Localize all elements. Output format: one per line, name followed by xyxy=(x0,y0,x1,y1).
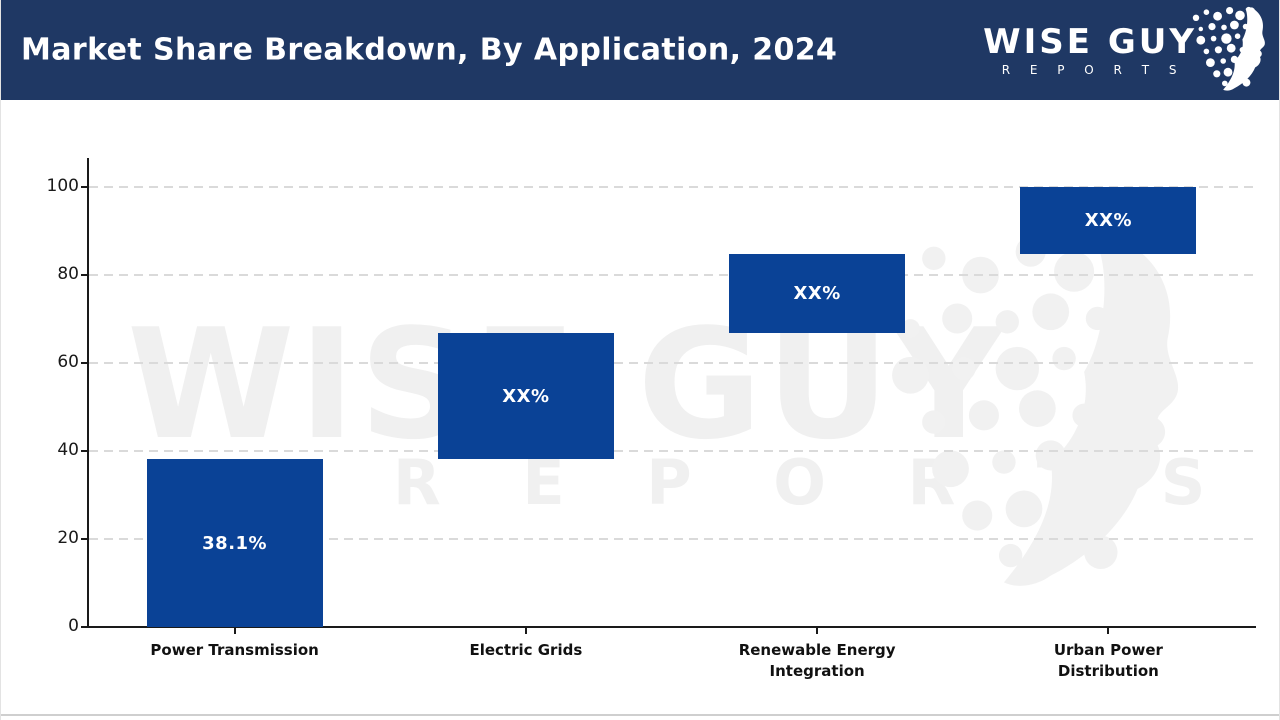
gridline-80 xyxy=(89,274,1254,276)
x-tick-label: Electric Grids xyxy=(469,641,583,659)
brand-name-label: WISE GUY xyxy=(983,21,1197,62)
x-tick-mark xyxy=(1107,628,1110,634)
y-tick-label-80: 80 xyxy=(57,264,79,284)
y-tick-label-20: 20 xyxy=(57,528,79,548)
gridline-40 xyxy=(89,450,1254,452)
y-tick-mark-20 xyxy=(81,538,88,540)
y-tick-mark-80 xyxy=(81,274,88,276)
bar-segment: XX% xyxy=(729,253,906,334)
brand-head-profile-icon xyxy=(1192,6,1265,91)
bar-value-label: XX% xyxy=(1084,209,1133,231)
x-axis-spine xyxy=(87,626,1256,628)
x-tick-label: Power Transmission xyxy=(150,641,319,659)
y-tick-mark-60 xyxy=(81,362,88,364)
y-tick-mark-0 xyxy=(81,626,88,628)
x-tick-mark xyxy=(233,628,236,634)
bar-value-label: 38.1% xyxy=(202,532,268,554)
x-tick-label: Urban Power Distribution xyxy=(1053,641,1163,680)
gridline-20 xyxy=(89,538,1254,540)
x-tick-mark xyxy=(816,628,819,634)
bar-value-label: XX% xyxy=(793,282,841,304)
y-tick-mark-40 xyxy=(81,450,88,452)
brand-reports-label: R E P O R T S xyxy=(1001,62,1185,77)
bar-segment: XX% xyxy=(437,333,614,460)
x-tick-label: Renewable Energy Integration xyxy=(738,641,896,680)
brand-logo-text: WISE GUY R E P O R T S xyxy=(983,22,1197,77)
bottom-border-line xyxy=(1,714,1279,716)
y-tick-label-100: 100 xyxy=(46,176,79,196)
bar-segment: XX% xyxy=(1020,187,1197,254)
y-axis-spine xyxy=(87,158,89,628)
gridline-100 xyxy=(89,186,1254,188)
y-tick-label-60: 60 xyxy=(57,352,79,372)
x-tick-mark xyxy=(524,628,527,634)
bar-segment: 38.1% xyxy=(146,459,323,627)
header-bar: Market Share Breakdown, By Application, … xyxy=(1,0,1279,100)
y-tick-label-0: 0 xyxy=(68,616,79,636)
brand-logo: WISE GUY R E P O R T S xyxy=(983,5,1269,93)
bar-value-label: XX% xyxy=(502,385,550,407)
y-tick-label-40: 40 xyxy=(57,440,79,460)
gridline-60 xyxy=(89,362,1254,364)
page-title: Market Share Breakdown, By Application, … xyxy=(21,32,838,68)
y-tick-mark-100 xyxy=(81,186,88,188)
